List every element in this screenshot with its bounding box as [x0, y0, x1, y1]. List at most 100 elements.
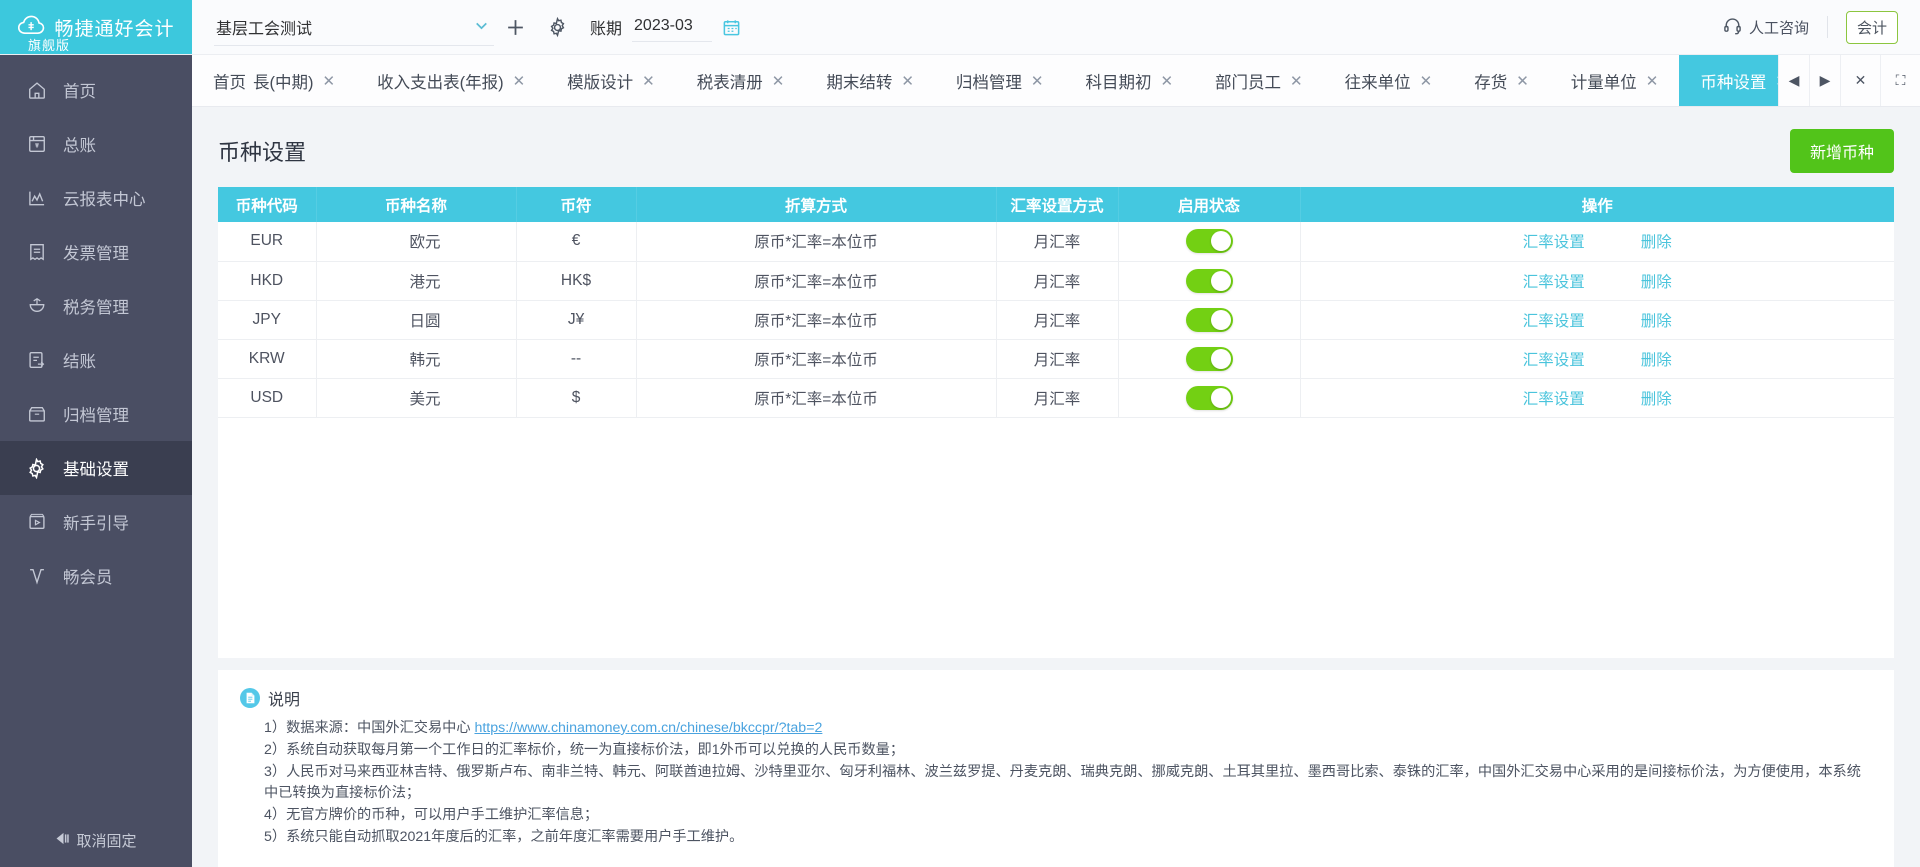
cell-rate-mode: 月汇率	[996, 261, 1119, 301]
tab-home[interactable]: 首页	[192, 55, 267, 106]
delete-link[interactable]: 删除	[1640, 312, 1672, 330]
support-label: 人工咨询	[1748, 19, 1809, 37]
close-icon[interactable]: ✕	[322, 72, 336, 90]
tab-counterparty[interactable]: 往来单位 ✕	[1324, 55, 1454, 106]
unpin-sidebar-button[interactable]: 取消固定	[0, 830, 192, 851]
close-icon[interactable]: ✕	[1030, 72, 1044, 90]
tab-income-expense-annual[interactable]: 收入支出表(年报) ✕	[356, 55, 546, 106]
tab-template-design[interactable]: 模版设计 ✕	[546, 55, 676, 106]
tabs-scroll-area: 首页 長(中期) ✕ 收入支出表(年报) ✕ 模版设计 ✕	[192, 55, 1778, 106]
brand-name: 畅捷通好会计	[54, 18, 175, 40]
close-icon[interactable]: ✕	[1516, 72, 1529, 90]
close-icon[interactable]: ✕	[642, 72, 655, 90]
chevron-down-icon	[473, 17, 490, 37]
fullscreen-button[interactable]: ⛶	[1880, 55, 1920, 106]
list-item: 1）数据来源：中国外汇交易中心 https://www.chinamoney.c…	[264, 718, 1872, 739]
delete-link[interactable]: 删除	[1640, 273, 1672, 291]
tab-department-employee[interactable]: 部门员工 ✕	[1194, 55, 1324, 106]
cell-enabled	[1118, 261, 1301, 301]
sidebar-item-basic-settings[interactable]: 基础设置	[0, 441, 192, 495]
support-button[interactable]: 人工咨询	[1723, 16, 1809, 39]
table-row[interactable]: JPY 日圆 J¥ 原币*汇率=本位币 月汇率 汇率设	[218, 300, 1894, 340]
currency-table-container: 币种代码 币种名称 币符 折算方式 汇率设置方式 启用状态 操作	[192, 187, 1920, 418]
sidebar-item-general-ledger[interactable]: 总账	[0, 117, 192, 171]
add-currency-button[interactable]: 新增币种	[1789, 129, 1894, 173]
sidebar-item-settlement[interactable]: 结账	[0, 333, 192, 387]
main-content: 首页 長(中期) ✕ 收入支出表(年报) ✕ 模版设计 ✕	[192, 55, 1920, 867]
sidebar-item-label: 结账	[63, 353, 96, 371]
sidebar-item-label: 发票管理	[63, 245, 129, 263]
tab-label: 科目期初	[1085, 73, 1152, 92]
scroll-right-button[interactable]: ▶	[1809, 55, 1840, 106]
note-text: 1）数据来源：中国外汇交易中心	[264, 720, 475, 736]
enable-toggle[interactable]	[1185, 229, 1233, 254]
close-icon[interactable]: ✕	[771, 72, 785, 90]
data-source-link[interactable]: https://www.chinamoney.com.cn/chinese/bk…	[474, 720, 823, 736]
table-row[interactable]: HKD 港元 HK$ 原币*汇率=本位币 月汇率 汇率	[218, 261, 1894, 301]
list-item: 4）无官方牌价的币种，可以用户手工维护汇率信息；	[264, 807, 599, 823]
cell-conversion: 原币*汇率=本位币	[636, 339, 997, 379]
sidebar-item-home[interactable]: 首页	[0, 63, 192, 117]
cell-actions: 汇率设置 删除	[1300, 378, 1894, 418]
settings-gear-button[interactable]	[536, 6, 578, 48]
tab-label: 模版设计	[567, 73, 634, 92]
tab-account-opening[interactable]: 科目期初 ✕	[1064, 55, 1194, 106]
sidebar-item-invoice[interactable]: 发票管理	[0, 225, 192, 279]
sidebar-item-vip[interactable]: 畅会员	[0, 549, 192, 603]
table-row[interactable]: KRW 韩元 -- 原币*汇率=本位币 月汇率 汇率设	[218, 339, 1894, 379]
tab-label: 部门员工	[1215, 73, 1282, 92]
sidebar-item-tax[interactable]: 税务管理	[0, 279, 192, 333]
cell-enabled	[1118, 222, 1301, 262]
role-badge[interactable]: 会计	[1845, 10, 1898, 44]
enable-toggle[interactable]	[1185, 307, 1233, 332]
close-icon[interactable]: ✕	[1419, 72, 1433, 90]
period-selector[interactable]: 账期 2023-03	[590, 12, 741, 42]
sidebar-item-cloud-reports[interactable]: 云报表中心	[0, 171, 192, 225]
scroll-left-button[interactable]: ◀	[1778, 55, 1809, 106]
sidebar-item-beginner-guide[interactable]: 新手引导	[0, 495, 192, 549]
cell-conversion: 原币*汇率=本位币	[636, 261, 997, 301]
organization-select[interactable]: 基层工会测试	[214, 8, 494, 46]
delete-link[interactable]: 删除	[1640, 351, 1672, 369]
table-row[interactable]: USD 美元 $ 原币*汇率=本位币 月汇率 汇率设置	[218, 378, 1894, 418]
tab-measurement-unit[interactable]: 计量单位 ✕	[1550, 55, 1680, 106]
tab-tax-register[interactable]: 税表清册 ✕	[676, 55, 806, 106]
tax-icon	[26, 296, 47, 317]
rate-settings-link[interactable]: 汇率设置	[1522, 351, 1585, 369]
period-value[interactable]: 2023-03	[632, 12, 713, 42]
enable-toggle[interactable]	[1185, 268, 1233, 293]
enable-toggle[interactable]	[1185, 385, 1233, 410]
close-icon[interactable]: ✕	[901, 72, 914, 90]
tab-currency-settings[interactable]: 币种设置 ✕	[1679, 55, 1778, 106]
cell-actions: 汇率设置 删除	[1300, 339, 1894, 379]
rate-settings-link[interactable]: 汇率设置	[1522, 273, 1585, 291]
body-region: 首页 总账	[0, 55, 1920, 867]
sidebar-item-archive[interactable]: 归档管理	[0, 387, 192, 441]
close-all-tabs-button[interactable]: ✕	[1840, 55, 1880, 106]
rate-settings-link[interactable]: 汇率设置	[1522, 312, 1585, 330]
rate-settings-link[interactable]: 汇率设置	[1522, 234, 1585, 252]
calendar-icon[interactable]	[722, 18, 741, 37]
tab-inventory[interactable]: 存货 ✕	[1453, 55, 1550, 106]
delete-link[interactable]: 删除	[1640, 234, 1672, 252]
close-icon[interactable]: ✕	[1645, 72, 1659, 90]
delete-link[interactable]: 删除	[1640, 390, 1672, 408]
table-body: EUR 欧元 € 原币*汇率=本位币 月汇率 汇率设置	[218, 222, 1894, 418]
add-button[interactable]	[494, 6, 536, 48]
sidebar-item-label: 归档管理	[63, 407, 129, 425]
enable-toggle[interactable]	[1185, 346, 1233, 371]
tab-balance-sheet-interim[interactable]: 長(中期) ✕	[253, 55, 356, 106]
tab-period-end-closing[interactable]: 期末结转 ✕	[805, 55, 935, 106]
gear-icon	[26, 457, 47, 479]
table-row[interactable]: EUR 欧元 € 原币*汇率=本位币 月汇率 汇率设置	[218, 222, 1894, 262]
column-header-symbol: 币符	[516, 187, 637, 222]
close-icon[interactable]: ✕	[512, 72, 526, 90]
close-icon[interactable]: ✕	[1160, 72, 1174, 90]
rate-settings-link[interactable]: 汇率设置	[1522, 390, 1585, 408]
close-icon[interactable]: ✕	[1775, 72, 1778, 90]
tab-label: 税表清册	[696, 73, 763, 92]
cell-code: JPY	[218, 300, 317, 340]
close-icon[interactable]: ✕	[1290, 72, 1303, 90]
cell-name: 欧元	[316, 222, 517, 262]
tab-archive-management[interactable]: 归档管理 ✕	[935, 55, 1065, 106]
